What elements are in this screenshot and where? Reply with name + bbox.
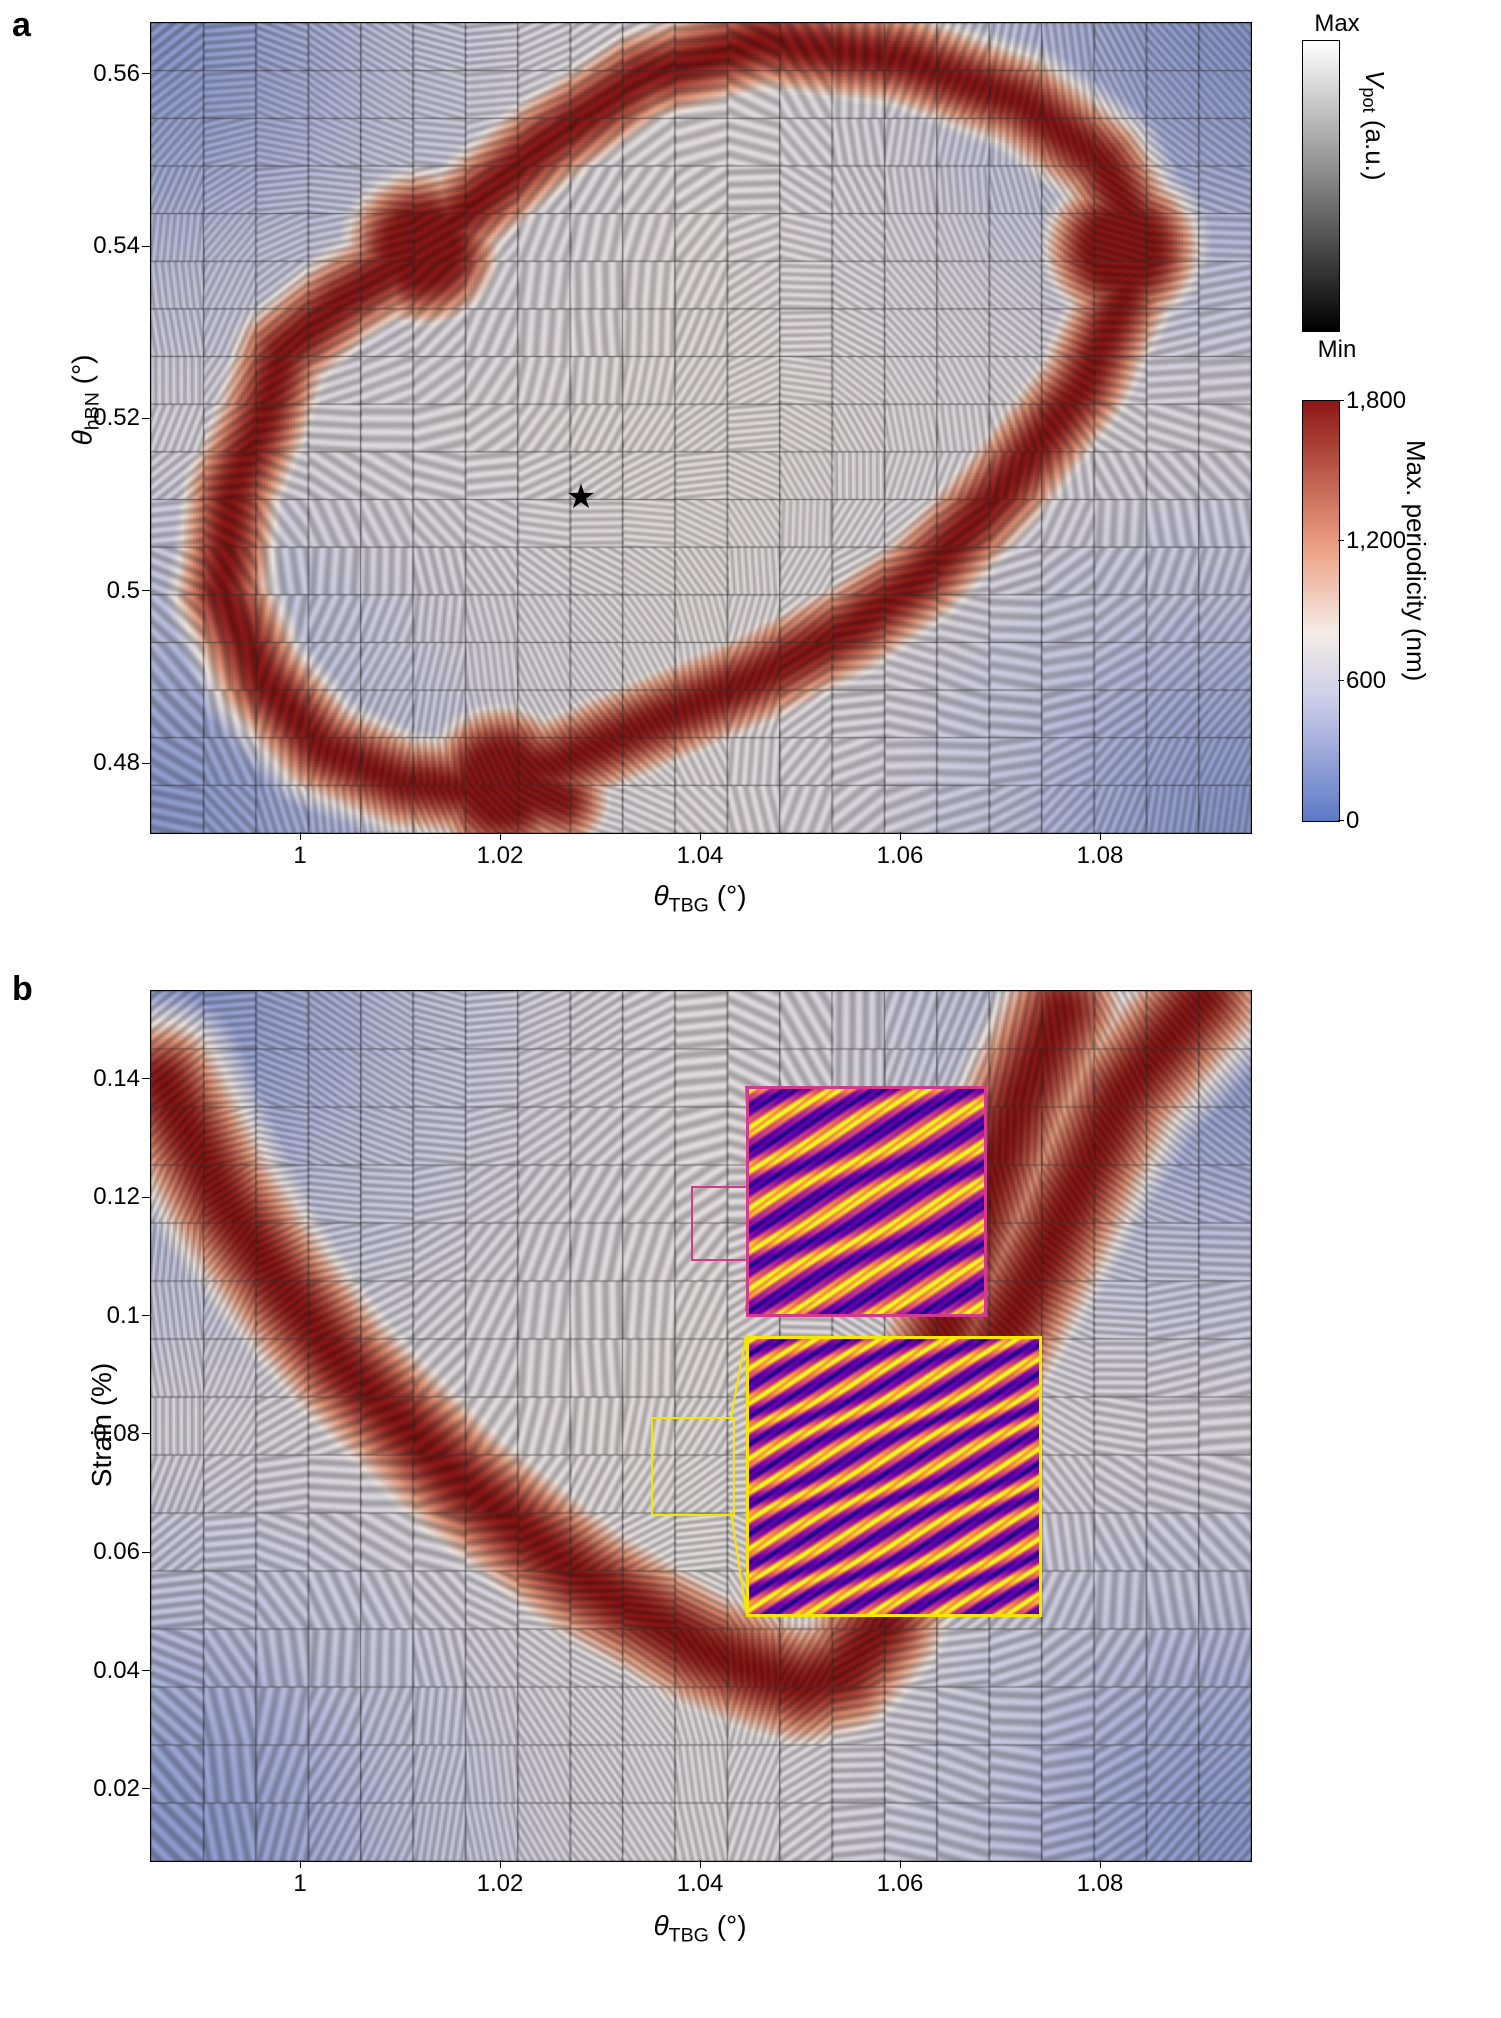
y-tick: 0.52 xyxy=(70,404,140,432)
y-tick: 0.08 xyxy=(70,1420,140,1448)
inset-yellow-canvas xyxy=(749,1339,1039,1614)
tick-mark xyxy=(1338,680,1344,681)
y-tick: 0.02 xyxy=(70,1775,140,1803)
cbar-vpot-max: Max xyxy=(1302,10,1372,38)
colorbar-tick: 1,200 xyxy=(1346,527,1406,555)
tick-mark xyxy=(1100,832,1101,840)
tick-mark xyxy=(1338,820,1344,821)
y-tick: 0.14 xyxy=(70,1065,140,1093)
xlabel-b-text: θTBG (°) xyxy=(653,1910,746,1941)
tick-mark xyxy=(900,1860,901,1868)
tick-mark xyxy=(1338,540,1344,541)
tick-mark xyxy=(142,590,150,591)
tick-mark xyxy=(500,832,501,840)
cbar-vpot-label: Vpot (a.u.) xyxy=(1358,70,1390,300)
panel-a-label: a xyxy=(12,6,31,45)
inset-panel-yellow xyxy=(746,1336,1042,1617)
tick-mark xyxy=(142,763,150,764)
colorbar-periodicity xyxy=(1302,400,1340,822)
tick-mark xyxy=(142,1552,150,1553)
panel-a-plot: ★ xyxy=(150,22,1252,834)
y-tick: 0.1 xyxy=(70,1302,140,1330)
tick-mark xyxy=(700,832,701,840)
x-tick: 1.04 xyxy=(675,1870,725,1898)
cbar-vpot-min: Min xyxy=(1302,336,1372,364)
tick-mark xyxy=(300,832,301,840)
cbar-periodicity-label: Max. periodicity (nm) xyxy=(1400,440,1431,800)
x-tick: 1.02 xyxy=(475,1870,525,1898)
colorbar-tick: 600 xyxy=(1346,667,1386,695)
tick-mark xyxy=(500,1860,501,1868)
tick-mark xyxy=(300,1860,301,1868)
panel-b-label: b xyxy=(12,970,33,1009)
panel-a-xlabel: θTBG (°) xyxy=(150,880,1250,918)
tick-mark xyxy=(142,1433,150,1434)
x-tick: 1.02 xyxy=(475,842,525,870)
panel-b-plot xyxy=(150,990,1252,1862)
y-tick: 0.54 xyxy=(70,232,140,260)
y-tick: 0.04 xyxy=(70,1657,140,1685)
inset-panel-red xyxy=(746,1086,987,1317)
y-tick: 0.48 xyxy=(70,749,140,777)
tick-mark xyxy=(142,1788,150,1789)
inset-source-yellow xyxy=(651,1417,735,1516)
x-tick: 1 xyxy=(275,842,325,870)
tick-mark xyxy=(700,1860,701,1868)
x-tick: 1 xyxy=(275,1870,325,1898)
tick-mark xyxy=(900,832,901,840)
x-tick: 1.06 xyxy=(875,1870,925,1898)
tick-mark xyxy=(142,246,150,247)
panel-b-xlabel: θTBG (°) xyxy=(150,1910,1250,1948)
inset-red-canvas xyxy=(749,1089,984,1314)
x-tick: 1.04 xyxy=(675,842,725,870)
y-tick: 0.5 xyxy=(70,577,140,605)
tick-mark xyxy=(142,418,150,419)
tick-mark xyxy=(142,1670,150,1671)
tick-mark xyxy=(1338,400,1344,401)
tick-mark xyxy=(1100,1860,1101,1868)
tick-mark xyxy=(142,73,150,74)
figure-root: a ★ θhBN (°) θTBG (°) 11.021.041.061.080… xyxy=(0,0,1501,2018)
xlabel-a-text: θTBG (°) xyxy=(653,880,746,911)
panel-a-canvas xyxy=(151,23,1251,833)
y-tick: 0.12 xyxy=(70,1183,140,1211)
colorbar-tick: 0 xyxy=(1346,807,1359,835)
x-tick: 1.06 xyxy=(875,842,925,870)
tick-mark xyxy=(142,1315,150,1316)
y-tick: 0.06 xyxy=(70,1538,140,1566)
star-marker-icon: ★ xyxy=(566,477,596,517)
colorbar-vpot xyxy=(1302,40,1340,332)
tick-mark xyxy=(142,1078,150,1079)
tick-mark xyxy=(142,1197,150,1198)
x-tick: 1.08 xyxy=(1075,842,1125,870)
x-tick: 1.08 xyxy=(1075,1870,1125,1898)
colorbar-tick: 1,800 xyxy=(1346,387,1406,415)
y-tick: 0.56 xyxy=(70,60,140,88)
